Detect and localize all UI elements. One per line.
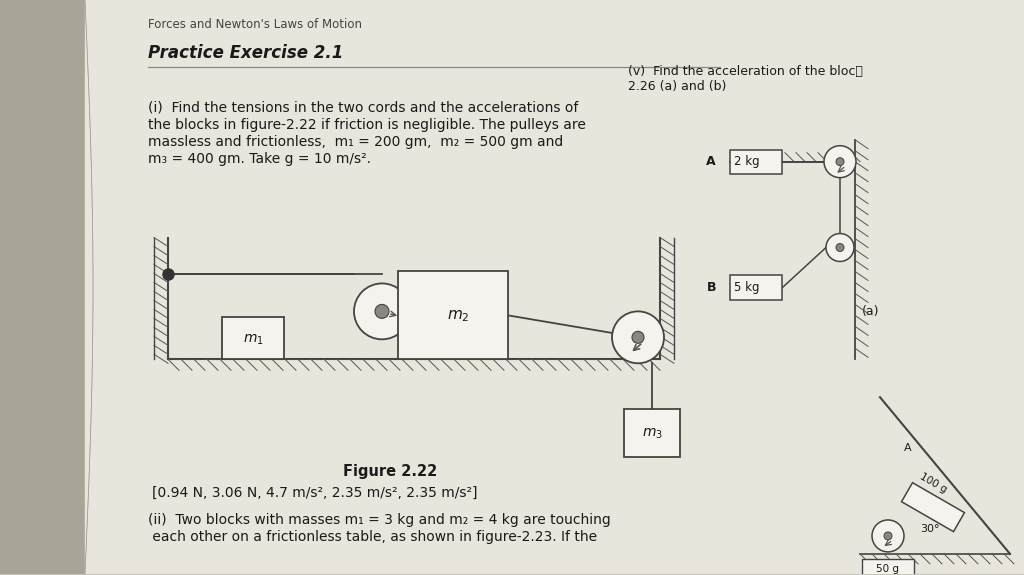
- Bar: [862, 559, 914, 575]
- Text: 5 kg: 5 kg: [734, 281, 760, 294]
- Text: 30°: 30°: [920, 524, 939, 534]
- Text: the blocks in figure-2.22 if friction is negligible. The pulleys are: the blocks in figure-2.22 if friction is…: [148, 118, 586, 132]
- Bar: [624, 409, 680, 457]
- Circle shape: [872, 520, 904, 552]
- Text: $m_1$: $m_1$: [243, 332, 263, 347]
- Bar: [730, 275, 782, 300]
- Text: [0.94 N, 3.06 N, 4.7 m/s², 2.35 m/s², 2.35 m/s²]: [0.94 N, 3.06 N, 4.7 m/s², 2.35 m/s², 2.…: [152, 486, 477, 500]
- Polygon shape: [901, 482, 965, 532]
- Bar: [398, 271, 508, 359]
- Circle shape: [632, 331, 644, 343]
- Circle shape: [826, 233, 854, 262]
- Bar: [730, 150, 782, 174]
- Text: 2 kg: 2 kg: [734, 155, 760, 168]
- Text: massless and frictionless,  m₁ = 200 gm,  m₂ = 500 gm and: massless and frictionless, m₁ = 200 gm, …: [148, 135, 563, 149]
- Text: A: A: [904, 443, 911, 453]
- Circle shape: [375, 304, 389, 319]
- Circle shape: [836, 158, 844, 166]
- Text: $m_3$: $m_3$: [642, 427, 663, 442]
- Text: m₃ = 400 gm. Take g = 10 m/s².: m₃ = 400 gm. Take g = 10 m/s².: [148, 152, 371, 166]
- Bar: [0, 0, 100, 574]
- Circle shape: [354, 283, 410, 339]
- Text: Forces and Newton's Laws of Motion: Forces and Newton's Laws of Motion: [148, 18, 362, 31]
- Circle shape: [824, 145, 856, 178]
- Text: B: B: [707, 281, 716, 294]
- Text: $m_2$: $m_2$: [446, 309, 469, 324]
- Text: 50 g: 50 g: [877, 564, 899, 574]
- Text: (i)  Find the tensions in the two cords and the accelerations of: (i) Find the tensions in the two cords a…: [148, 101, 579, 115]
- Circle shape: [612, 312, 664, 363]
- Text: (ii)  Two blocks with masses m₁ = 3 kg and m₂ = 4 kg are touching: (ii) Two blocks with masses m₁ = 3 kg an…: [148, 513, 610, 527]
- Circle shape: [884, 532, 892, 540]
- Text: Practice Exercise 2.1: Practice Exercise 2.1: [148, 44, 343, 62]
- Circle shape: [836, 243, 844, 251]
- Text: each other on a frictionless table, as shown in figure-2.23. If the: each other on a frictionless table, as s…: [148, 530, 597, 544]
- Text: A: A: [707, 155, 716, 168]
- Text: Figure 2.22: Figure 2.22: [343, 464, 437, 479]
- Text: 100 g: 100 g: [919, 471, 949, 494]
- Text: 2.26 (a) and (b): 2.26 (a) and (b): [628, 80, 726, 93]
- Bar: [222, 317, 284, 359]
- Text: (a): (a): [862, 305, 880, 319]
- Text: (v)  Find the acceleration of the bloc⮌: (v) Find the acceleration of the bloc⮌: [628, 65, 863, 78]
